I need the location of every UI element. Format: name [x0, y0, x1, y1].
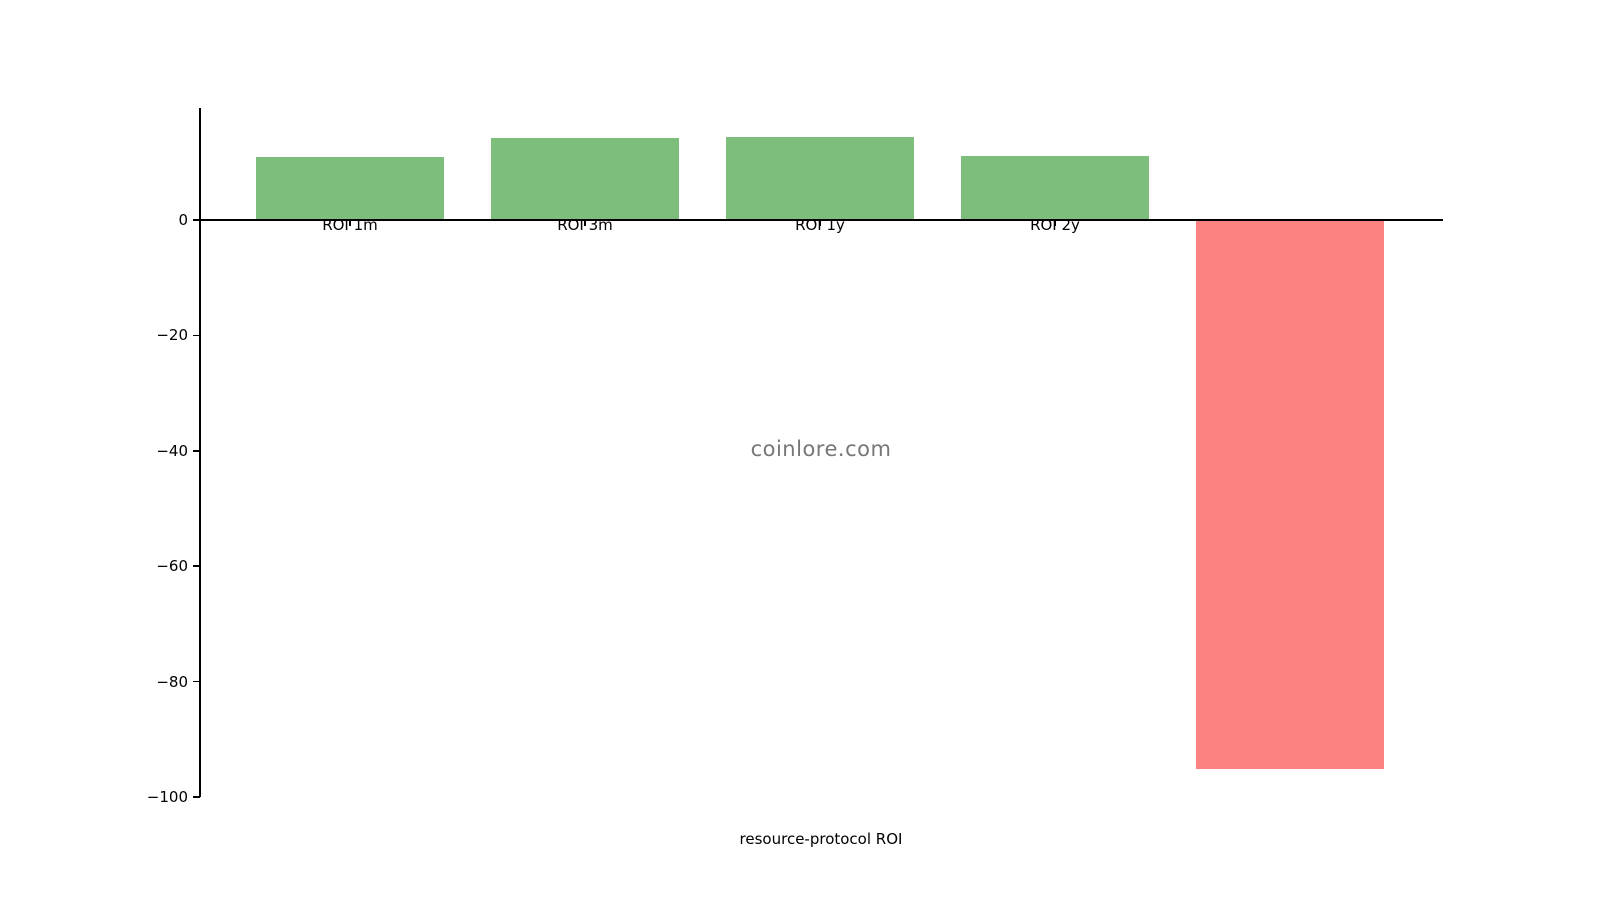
y-tick-label: −20 — [156, 326, 188, 345]
x-tick-label: ROI 1y — [795, 216, 845, 234]
x-tick-label: ROI 2y — [1030, 216, 1080, 234]
x-tick — [584, 220, 586, 226]
y-tick — [193, 565, 200, 567]
y-tick — [193, 680, 200, 683]
y-tick — [193, 450, 200, 452]
y-tick-label: −80 — [156, 672, 188, 691]
x-tick — [819, 220, 821, 226]
x-axis-line — [200, 219, 1443, 221]
bar-roi-1y — [726, 136, 914, 220]
y-tick — [193, 334, 200, 337]
y-tick — [193, 219, 200, 221]
x-tick — [349, 220, 351, 226]
bar-roi-1m — [256, 157, 444, 220]
y-tick-label: −100 — [146, 788, 188, 806]
y-tick-label: 0 — [178, 211, 188, 229]
bar-roi-2y — [961, 155, 1149, 220]
bar-roi-3m — [491, 138, 679, 220]
x-tick — [1054, 220, 1056, 226]
y-tick — [193, 796, 200, 798]
y-axis-line — [199, 108, 201, 797]
x-tick-label: ROI 1m — [322, 216, 378, 234]
x-axis-title: resource-protocol ROI — [739, 830, 903, 848]
y-tick-label: −60 — [156, 557, 188, 576]
bar-unlabeled-5 — [1196, 220, 1384, 769]
x-tick-label: ROI 3m — [557, 216, 613, 234]
watermark-text: coinlore.com — [750, 437, 892, 461]
y-tick-label: −40 — [156, 441, 188, 460]
